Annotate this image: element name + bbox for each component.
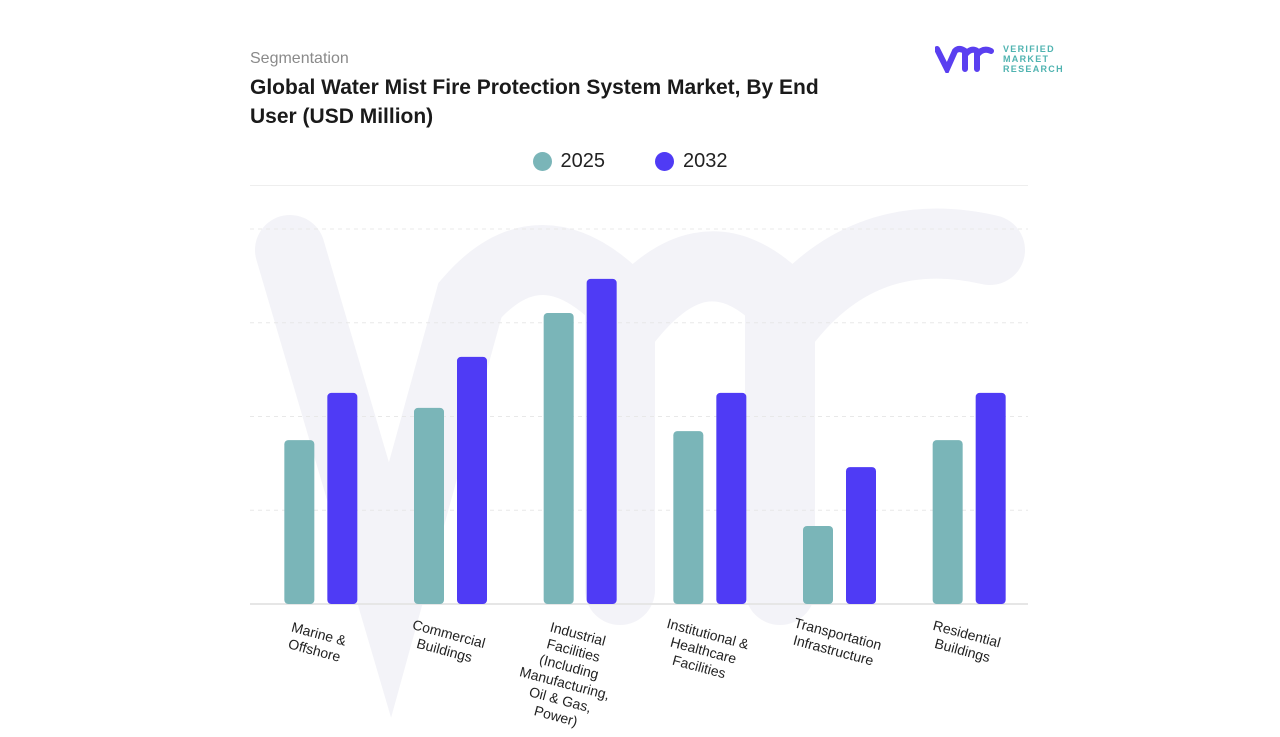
segment-label: Segmentation: [250, 50, 349, 67]
bar-2032-0: [327, 392, 358, 604]
legend-label: 2032: [683, 150, 728, 172]
bar-2032-3: [716, 392, 747, 604]
legend-swatch-2025: [532, 152, 552, 171]
divider: [250, 185, 1028, 186]
bar-2025-2: [543, 313, 574, 604]
logo: VERIFIED MARKET RESEARCH: [935, 44, 1064, 74]
bar-2032-4: [846, 467, 876, 604]
bar-2032-2: [586, 278, 617, 604]
legend-item-2032: 2032: [655, 150, 728, 173]
logo-text: VERIFIED MARKET RESEARCH: [1003, 44, 1064, 74]
legend: 2025 2032: [0, 150, 1280, 173]
vmr-logo-icon: [935, 46, 994, 73]
bar-2025-3: [673, 431, 704, 604]
chart-title: Global Water Mist Fire Protection System…: [250, 76, 819, 128]
bar-2025-4: [803, 526, 833, 604]
bar-2032-1: [457, 356, 487, 604]
bar-2025-0: [284, 440, 315, 604]
legend-label: 2025: [560, 150, 606, 172]
legend-item-2025: 2025: [532, 150, 606, 173]
bar-2025-5: [932, 440, 963, 604]
bar-2032-5: [975, 392, 1006, 604]
bar-chart: [250, 208, 1028, 718]
legend-swatch-2032: [655, 152, 674, 171]
bar-2025-1: [414, 407, 444, 604]
